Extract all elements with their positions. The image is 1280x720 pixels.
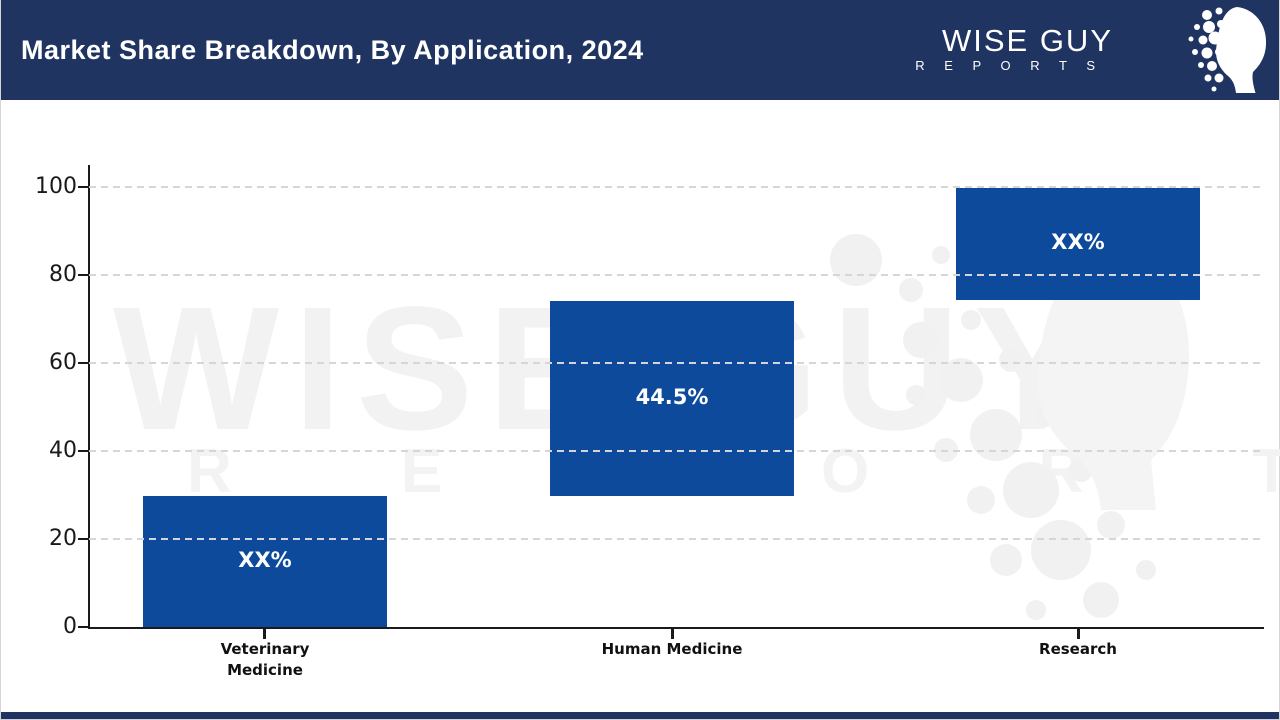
y-tick-label: 100 xyxy=(35,174,77,199)
axis-line-x xyxy=(88,627,1264,629)
x-axis-label-veterinary-medicine: Veterinary Medicine xyxy=(220,640,310,679)
gridline xyxy=(89,362,1264,364)
bar-value-label: XX% xyxy=(238,548,292,572)
y-tick-label: 60 xyxy=(49,350,77,375)
y-tick-label: 0 xyxy=(63,614,77,639)
x-tick-mark xyxy=(671,629,674,639)
header-bar: Market Share Breakdown, By Application, … xyxy=(1,0,1279,100)
gridline xyxy=(89,450,1264,452)
bar-veterinary-medicine xyxy=(143,496,387,627)
axis-line-y xyxy=(88,165,90,629)
y-tick-label: 80 xyxy=(49,262,77,287)
wiseguy-head-icon xyxy=(1188,7,1267,93)
bar-human-medicine xyxy=(550,301,794,496)
y-tick-mark xyxy=(78,626,88,628)
x-axis-label-human-medicine: Human Medicine xyxy=(601,640,743,658)
footer-bar xyxy=(1,712,1279,719)
bar-value-label: XX% xyxy=(1051,230,1105,254)
y-tick-mark xyxy=(78,274,88,276)
x-tick-mark xyxy=(263,629,266,639)
y-tick-label: 40 xyxy=(49,438,77,463)
y-tick-mark xyxy=(78,362,88,364)
gridline xyxy=(89,274,1264,276)
page-title: Market Share Breakdown, By Application, … xyxy=(21,35,644,65)
gridline xyxy=(89,538,1264,540)
bar-value-label: 44.5% xyxy=(635,385,709,409)
logo-subtext: R E P O R T S xyxy=(915,58,1103,73)
y-tick-mark xyxy=(78,450,88,452)
gridline xyxy=(89,186,1264,188)
bar-research xyxy=(956,188,1200,300)
watermark-dots-icon xyxy=(830,234,1190,620)
wiseguy-logo: WISE GUY R E P O R T S xyxy=(915,0,1273,100)
x-tick-mark xyxy=(1077,629,1080,639)
y-tick-label: 20 xyxy=(49,526,77,551)
y-tick-mark xyxy=(78,538,88,540)
x-axis-label-research: Research xyxy=(1039,640,1117,658)
y-tick-mark xyxy=(78,186,88,188)
logo-wordmark: WISE GUY xyxy=(941,23,1113,58)
